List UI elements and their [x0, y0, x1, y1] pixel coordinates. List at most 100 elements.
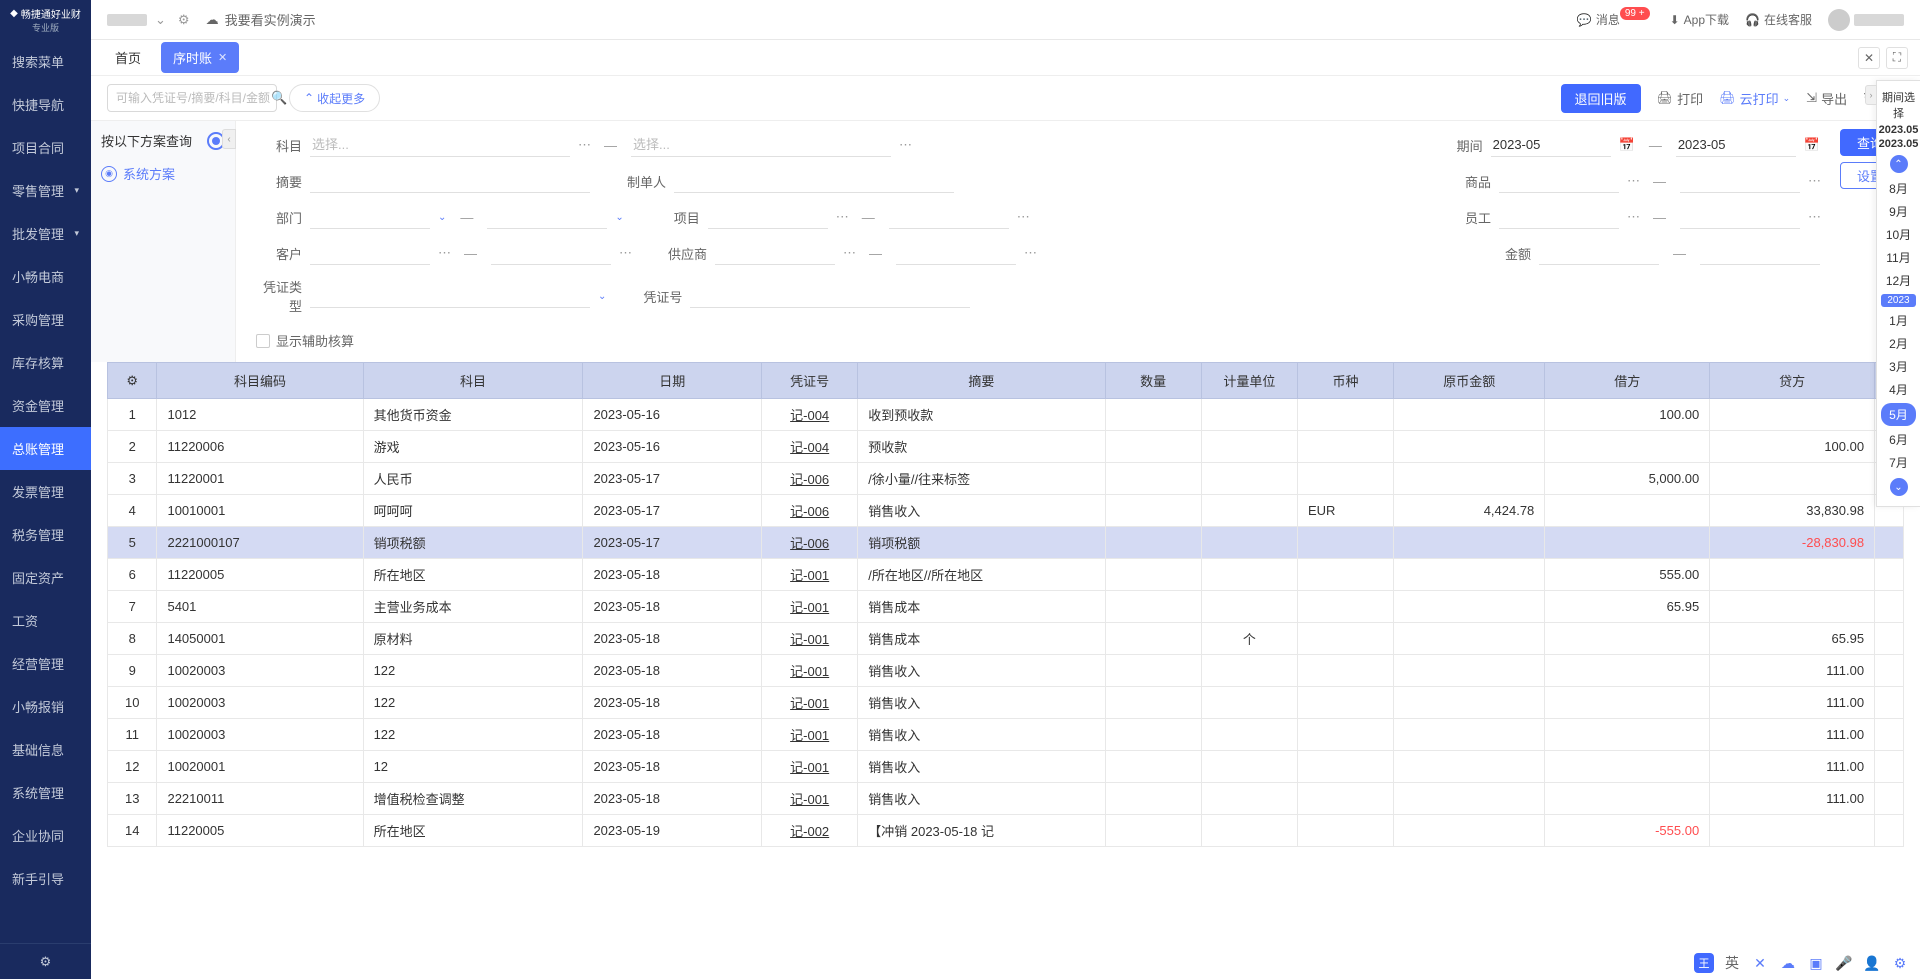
voucher-link[interactable]: 记-001 — [790, 792, 829, 807]
project-to-input[interactable] — [889, 205, 1009, 229]
dock-icon-1[interactable]: ✕ — [1750, 953, 1770, 973]
table-row[interactable]: 14 11220005 所在地区 2023-05-19 记-002 【冲销 20… — [108, 815, 1904, 847]
voucher-link[interactable]: 记-001 — [790, 696, 829, 711]
supplier-from-input[interactable] — [715, 241, 835, 265]
chevron-down-icon[interactable]: ⌄ — [438, 212, 446, 223]
table-row[interactable]: 12 10020001 12 2023-05-18 记-001 销售收入 111… — [108, 751, 1904, 783]
col-header-orig[interactable]: 原币金额 — [1394, 363, 1545, 399]
voucher-link[interactable]: 记-006 — [790, 504, 829, 519]
table-row[interactable]: 4 10010001 呵呵呵 2023-05-17 记-006 销售收入 EUR… — [108, 495, 1904, 527]
collapse-scheme-handle[interactable]: ‹ — [222, 129, 236, 149]
period-month[interactable]: 10月 — [1877, 223, 1920, 246]
ime-indicator[interactable]: 王 — [1694, 953, 1714, 973]
expand-period-handle[interactable]: › — [1865, 85, 1877, 105]
dock-icon-5[interactable]: 👤 — [1862, 953, 1882, 973]
sidebar-item[interactable]: 系统管理 — [0, 771, 91, 814]
voucher-link[interactable]: 记-001 — [790, 664, 829, 679]
col-header-qty[interactable]: 数量 — [1105, 363, 1201, 399]
cloud-print-button[interactable]: 🖨云打印⌄ — [1719, 89, 1790, 108]
subject-to-input[interactable] — [631, 133, 891, 157]
period-month[interactable]: 12月 — [1877, 269, 1920, 292]
col-header-summary[interactable]: 摘要 — [858, 363, 1105, 399]
table-row[interactable]: 1 1012 其他货币资金 2023-05-16 记-004 收到预收款 100… — [108, 399, 1904, 431]
sidebar-item[interactable]: 批发管理▾ — [0, 212, 91, 255]
calendar-icon[interactable]: 📅 — [1619, 137, 1635, 153]
goods-to-input[interactable] — [1680, 169, 1800, 193]
search-input[interactable] — [116, 91, 271, 105]
voucher-link[interactable]: 记-001 — [790, 632, 829, 647]
show-aux-checkbox[interactable] — [256, 334, 270, 348]
sidebar-item[interactable]: 经营管理 — [0, 642, 91, 685]
customer-from-input[interactable] — [310, 241, 430, 265]
more-icon[interactable]: ⋯ — [438, 245, 450, 261]
calendar-icon[interactable]: 📅 — [1804, 137, 1820, 153]
more-icon[interactable]: ⋯ — [1808, 173, 1820, 189]
sidebar-item[interactable]: 工资 — [0, 599, 91, 642]
amount-from-input[interactable] — [1539, 241, 1659, 265]
table-row[interactable]: 3 11220001 人民币 2023-05-17 记-006 /徐小量//往来… — [108, 463, 1904, 495]
period-to-input[interactable] — [1676, 133, 1796, 157]
table-row[interactable]: 6 11220005 所在地区 2023-05-18 记-001 /所在地区//… — [108, 559, 1904, 591]
voucher-no-input[interactable] — [690, 284, 970, 308]
dept-to-input[interactable] — [487, 205, 607, 229]
sidebar-item[interactable]: 企业协同 — [0, 814, 91, 857]
sidebar-settings[interactable]: ⚙ — [0, 943, 91, 979]
customer-to-input[interactable] — [491, 241, 611, 265]
voucher-link[interactable]: 记-004 — [790, 408, 829, 423]
voucher-link[interactable]: 记-001 — [790, 760, 829, 775]
subject-from-input[interactable] — [310, 133, 570, 157]
table-row[interactable]: 5 2221000107 销项税额 2023-05-17 记-006 销项税额 … — [108, 527, 1904, 559]
return-old-button[interactable]: 退回旧版 — [1561, 84, 1641, 113]
sidebar-item[interactable]: 小畅电商 — [0, 255, 91, 298]
sidebar-item[interactable]: 基础信息 — [0, 728, 91, 771]
amount-to-input[interactable] — [1700, 241, 1820, 265]
period-month[interactable]: 11月 — [1877, 246, 1920, 269]
table-row[interactable]: 11 10020003 122 2023-05-18 记-001 销售收入 11… — [108, 719, 1904, 751]
period-month[interactable]: 1月 — [1877, 309, 1920, 332]
tab-home[interactable]: 首页 — [103, 42, 153, 73]
more-icon[interactable]: ⋯ — [1017, 209, 1029, 225]
summary-input[interactable] — [310, 169, 590, 193]
col-header-currency[interactable]: 币种 — [1297, 363, 1393, 399]
col-header-date[interactable]: 日期 — [583, 363, 762, 399]
goods-from-input[interactable] — [1499, 169, 1619, 193]
dock-icon-4[interactable]: 🎤 — [1834, 953, 1854, 973]
sidebar-item[interactable]: 采购管理 — [0, 298, 91, 341]
period-month[interactable]: 7月 — [1877, 451, 1920, 474]
col-header-unit[interactable]: 计量单位 — [1201, 363, 1297, 399]
voucher-type-input[interactable] — [310, 284, 590, 308]
col-header-credit[interactable]: 贷方 — [1710, 363, 1875, 399]
user-menu[interactable] — [1828, 9, 1904, 31]
online-service-link[interactable]: 🎧 在线客服 — [1745, 11, 1812, 28]
sidebar-item[interactable]: 税务管理 — [0, 513, 91, 556]
sidebar-item[interactable]: 搜索菜单 — [0, 40, 91, 83]
voucher-link[interactable]: 记-002 — [790, 824, 829, 839]
col-header-debit[interactable]: 借方 — [1545, 363, 1710, 399]
period-scroll-down[interactable]: ⌄ — [1890, 478, 1908, 496]
dock-icon-2[interactable]: ☁ — [1778, 953, 1798, 973]
table-row[interactable]: 13 22210011 增值税检查调整 2023-05-18 记-001 销售收… — [108, 783, 1904, 815]
chevron-down-icon[interactable]: ⌄ — [598, 291, 606, 302]
voucher-link[interactable]: 记-006 — [790, 472, 829, 487]
period-month[interactable]: 3月 — [1877, 355, 1920, 378]
col-header-voucher[interactable]: 凭证号 — [762, 363, 858, 399]
more-icon[interactable]: ⋯ — [1024, 245, 1036, 261]
more-icon[interactable]: ⋯ — [619, 245, 631, 261]
table-row[interactable]: 7 5401 主营业务成本 2023-05-18 记-001 销售成本 65.9… — [108, 591, 1904, 623]
period-month[interactable]: 9月 — [1877, 200, 1920, 223]
dept-from-input[interactable] — [310, 205, 430, 229]
more-icon[interactable]: ⋯ — [899, 137, 911, 153]
export-button[interactable]: ⇲导出 — [1806, 89, 1847, 108]
sidebar-item[interactable]: 发票管理 — [0, 470, 91, 513]
dock-icon-6[interactable]: ⚙ — [1890, 953, 1910, 973]
sidebar-item[interactable]: 资金管理 — [0, 384, 91, 427]
col-header-subject[interactable]: 科目 — [363, 363, 583, 399]
more-icon[interactable]: ⋯ — [1627, 209, 1639, 225]
gear-icon[interactable]: ⚙ — [178, 12, 190, 28]
voucher-link[interactable]: 记-001 — [790, 728, 829, 743]
table-row[interactable]: 9 10020003 122 2023-05-18 记-001 销售收入 111… — [108, 655, 1904, 687]
company-selector[interactable]: ⌄ — [107, 12, 166, 28]
col-header-code[interactable]: 科目编码 — [157, 363, 363, 399]
employee-to-input[interactable] — [1680, 205, 1800, 229]
supplier-to-input[interactable] — [896, 241, 1016, 265]
